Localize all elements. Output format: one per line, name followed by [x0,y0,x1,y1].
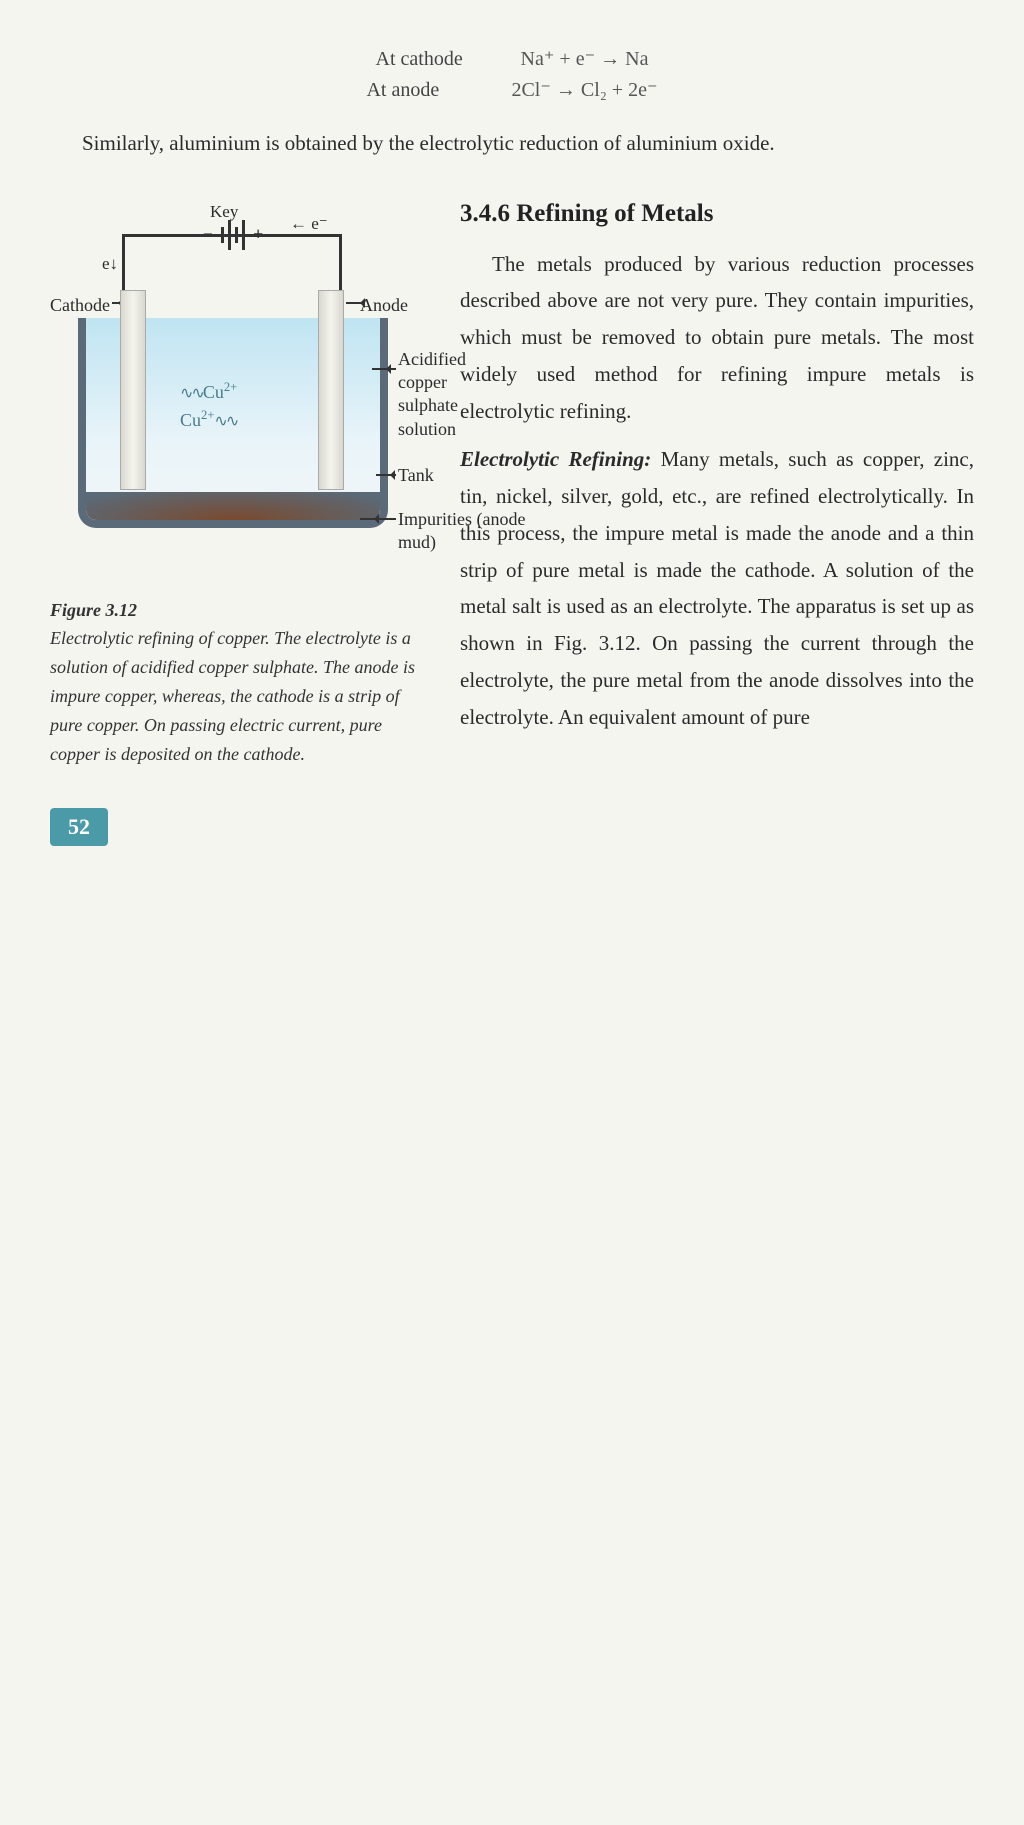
cathode-equation: At cathode Na⁺ + e⁻ → Na [50,46,974,71]
page-number: 52 [50,808,108,846]
tank-arrow-icon [376,474,396,476]
cathode-eq-text: Na⁺ + e⁻ → Na [521,48,649,70]
electron-flow-left: e↓ [102,254,118,274]
intro-paragraph: Similarly, aluminium is obtained by the … [50,126,974,162]
electron-flow-right: ← e⁻ [290,214,328,234]
solution-arrow-icon [372,368,396,370]
figure-number: Figure 3.12 [50,600,137,620]
anode-equation: At anode 2Cl⁻ → Cl₂ + 2e⁻ [50,77,974,102]
anode-mud-icon [86,492,380,520]
figure-caption-text: Electrolytic refining of copper. The ele… [50,628,415,763]
run-in-heading: Electrolytic Refining: [460,447,651,471]
anode-electrode-icon [318,290,344,490]
impurities-label: Impurities (anode mud) [398,508,528,555]
cathode-label: At cathode [376,48,516,71]
electrolysis-figure: Key − + e↓ ← e⁻ Cathode Anode [50,198,430,769]
impurities-arrow-icon [360,518,396,520]
copper-ion-labels: ∿∿Cu2+ Cu2+∿∿ [180,378,237,434]
anode-label: At anode [366,79,506,102]
anode-eq-text: 2Cl⁻ → Cl₂ + 2e⁻ [511,79,657,101]
cathode-label: Cathode [20,294,110,317]
refining-body-text: Many metals, such as copper, zinc, tin, … [460,447,974,728]
cathode-electrode-icon [120,290,146,490]
paragraph-electrolytic-refining: Electrolytic Refining: Many metals, such… [460,441,974,735]
acidified-label: Acidified copper sulphate solution [398,348,508,442]
tank-label: Tank [398,464,434,487]
anode-arrow-icon [346,302,362,304]
figure-caption: Figure 3.12 Electrolytic refining of cop… [50,596,430,769]
paragraph-refining-intro: The metals produced by various reduction… [460,246,974,430]
section-heading: 3.4.6 Refining of Metals [460,200,974,228]
wire-icon [122,234,342,237]
anode-label: Anode [360,294,408,317]
